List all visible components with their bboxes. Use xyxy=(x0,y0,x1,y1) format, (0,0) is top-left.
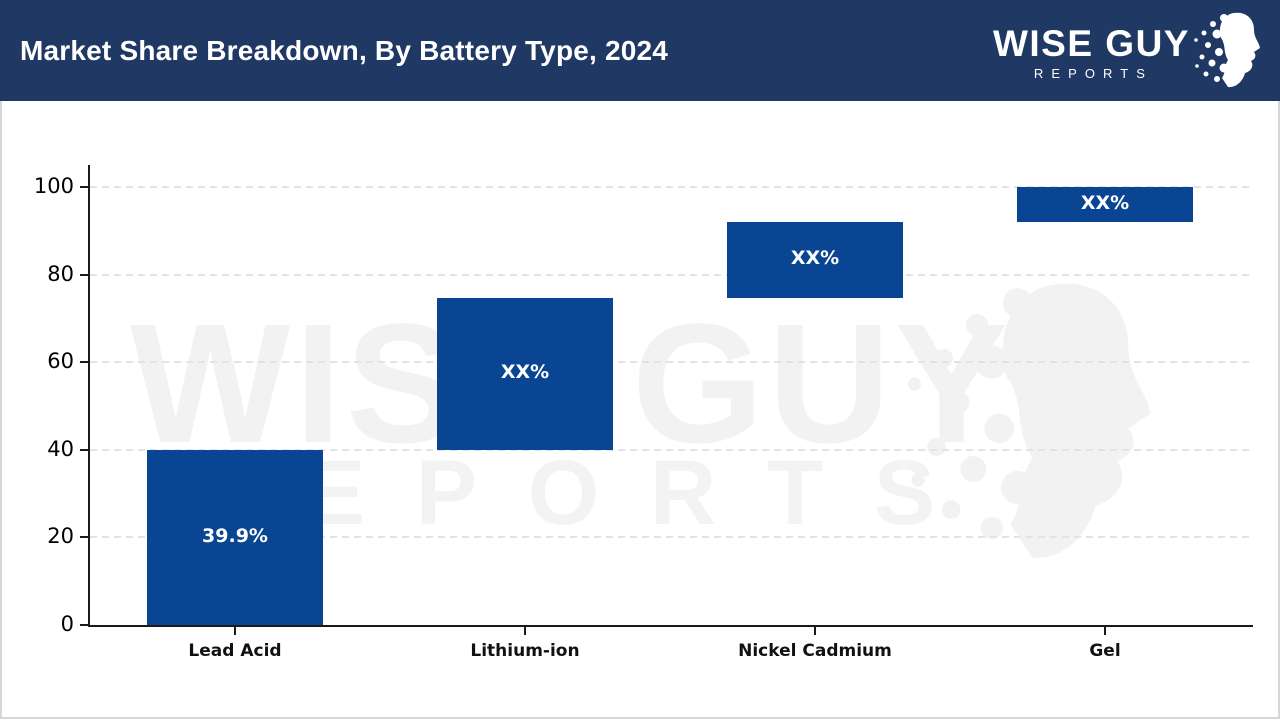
bar-lead-acid xyxy=(147,450,323,625)
brand-logo: WISE GUY REPORTS xyxy=(993,8,1268,96)
y-axis-tick-label: 40 xyxy=(47,436,74,461)
y-axis-tick xyxy=(80,536,88,539)
category-label: Nickel Cadmium xyxy=(738,641,892,661)
header-bar: Market Share Breakdown, By Battery Type,… xyxy=(0,0,1280,101)
y-axis-tick xyxy=(80,448,88,451)
page-border-bottom xyxy=(0,717,1280,719)
y-axis-tick-label: 20 xyxy=(47,524,74,549)
bar-nickel-cadmium xyxy=(727,222,903,299)
page-border-left xyxy=(0,101,2,719)
y-axis-tick-label: 100 xyxy=(33,174,74,198)
y-axis-tick xyxy=(80,273,88,276)
bar-value-label: XX% xyxy=(1080,191,1130,214)
x-axis-tick xyxy=(814,627,816,635)
x-axis-tick xyxy=(1104,627,1106,635)
y-axis-line xyxy=(88,165,90,627)
brand-name: WISE GUY xyxy=(992,22,1190,64)
y-axis-tick-label: 0 xyxy=(60,612,74,636)
x-axis-tick xyxy=(234,627,236,635)
y-axis-tick xyxy=(80,624,88,626)
face-dots-icon xyxy=(1184,8,1268,96)
x-axis-tick xyxy=(524,627,526,635)
bar-value-label: XX% xyxy=(790,247,840,270)
bar-value-label: 39.9% xyxy=(202,524,268,547)
page-title: Market Share Breakdown, By Battery Type,… xyxy=(20,34,669,66)
y-axis-tick-label: 60 xyxy=(47,349,74,374)
y-axis-tick xyxy=(80,361,88,364)
y-axis-tick xyxy=(80,186,88,188)
waterfall-chart: WISE GUY REPORTS 0 20 40 60 80 100 39.9% Lead A… xyxy=(0,101,1280,720)
category-label: Gel xyxy=(1089,641,1121,661)
gridline xyxy=(90,361,1250,364)
watermark-face-dots-icon xyxy=(870,221,1180,625)
gridline xyxy=(90,448,1250,451)
brand-logo-text: WISE GUY REPORTS xyxy=(992,22,1190,81)
gridline xyxy=(90,273,1250,276)
bar-lithium-ion xyxy=(437,298,613,451)
gridline xyxy=(90,186,1250,188)
bar-value-label: XX% xyxy=(500,361,550,384)
brand-subtitle: REPORTS xyxy=(1033,65,1153,81)
y-axis-tick-label: 80 xyxy=(47,261,74,286)
category-label: Lead Acid xyxy=(188,641,282,661)
x-axis-line xyxy=(88,625,1253,627)
page-border-right xyxy=(1278,101,1280,719)
category-label: Lithium-ion xyxy=(470,641,580,661)
bar-gel xyxy=(1017,187,1193,223)
gridline xyxy=(90,536,1250,539)
